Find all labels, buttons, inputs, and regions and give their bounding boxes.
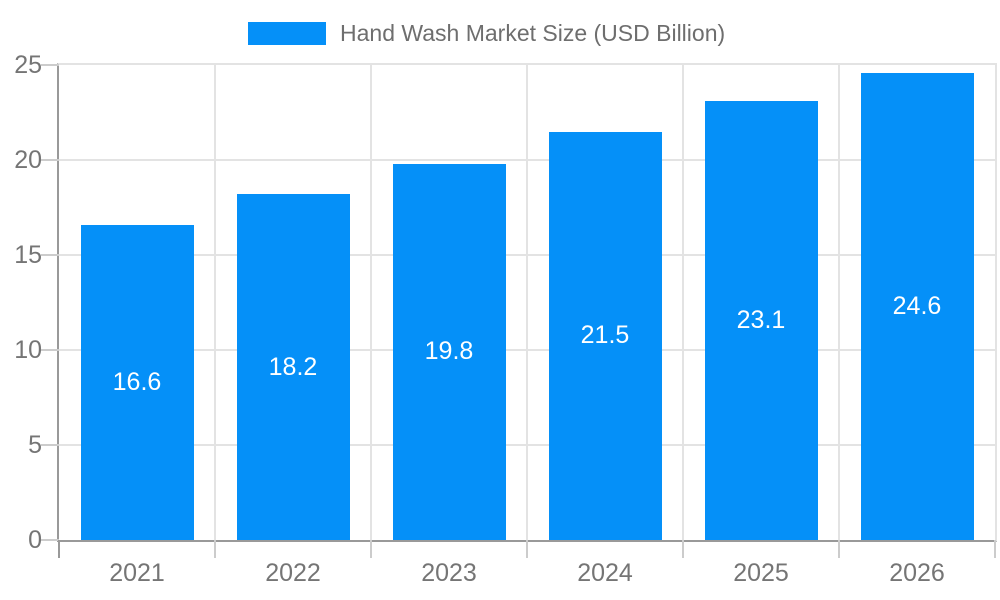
y-tick-mark-15 bbox=[41, 254, 59, 256]
y-tick-label-20: 20 bbox=[14, 146, 42, 174]
y-tick-label-15: 15 bbox=[14, 241, 42, 269]
x-tick-mark-1 bbox=[214, 540, 216, 558]
bar-2025[interactable]: 23.1 bbox=[704, 101, 818, 540]
x-tick-mark-3 bbox=[526, 540, 528, 558]
bar-2024[interactable]: 21.5 bbox=[548, 131, 662, 540]
y-tick-label-5: 5 bbox=[28, 431, 42, 459]
bar-value-label: 16.6 bbox=[112, 367, 162, 396]
legend: Hand Wash Market Size (USD Billion) bbox=[248, 20, 726, 46]
x-tick-label-2024: 2024 bbox=[577, 559, 633, 587]
gridline-x-3 bbox=[526, 65, 528, 540]
y-tick-mark-20 bbox=[41, 159, 59, 161]
x-tick-label-2023: 2023 bbox=[421, 559, 477, 587]
gridline-x-1 bbox=[214, 65, 216, 540]
x-tick-label-2025: 2025 bbox=[733, 559, 789, 587]
bar-value-label: 19.8 bbox=[424, 337, 474, 366]
bar-value-label: 21.5 bbox=[580, 321, 630, 350]
x-tick-mark-5 bbox=[838, 540, 840, 558]
bar-value-label: 18.2 bbox=[268, 352, 318, 381]
y-tick-mark-10 bbox=[41, 349, 59, 351]
x-tick-mark-0 bbox=[58, 540, 60, 558]
y-tick-label-10: 10 bbox=[14, 336, 42, 364]
y-tick-label-0: 0 bbox=[28, 526, 42, 554]
bar-value-label: 24.6 bbox=[892, 291, 942, 320]
gridline-x-5 bbox=[838, 65, 840, 540]
bar-2026[interactable]: 24.6 bbox=[860, 72, 974, 540]
bar-2023[interactable]: 19.8 bbox=[392, 163, 506, 540]
bar-2021[interactable]: 16.6 bbox=[80, 224, 194, 540]
x-tick-mark-6 bbox=[994, 540, 996, 558]
x-tick-mark-4 bbox=[682, 540, 684, 558]
bar-value-label: 23.1 bbox=[736, 306, 786, 335]
plot-area: 16.6 18.2 19.8 21.5 23.1 24.6 bbox=[57, 63, 997, 542]
y-tick-mark-25 bbox=[41, 64, 59, 66]
gridline-x-2 bbox=[370, 65, 372, 540]
x-tick-label-2022: 2022 bbox=[265, 559, 321, 587]
y-tick-mark-0 bbox=[41, 539, 59, 541]
legend-label: Hand Wash Market Size (USD Billion) bbox=[340, 20, 726, 46]
x-tick-label-2026: 2026 bbox=[889, 559, 945, 587]
gridline-x-4 bbox=[682, 65, 684, 540]
y-tick-label-25: 25 bbox=[14, 51, 42, 79]
x-tick-label-2021: 2021 bbox=[109, 559, 165, 587]
y-tick-mark-5 bbox=[41, 444, 59, 446]
bar-2022[interactable]: 18.2 bbox=[236, 194, 350, 540]
legend-swatch bbox=[248, 22, 326, 45]
x-tick-mark-2 bbox=[370, 540, 372, 558]
